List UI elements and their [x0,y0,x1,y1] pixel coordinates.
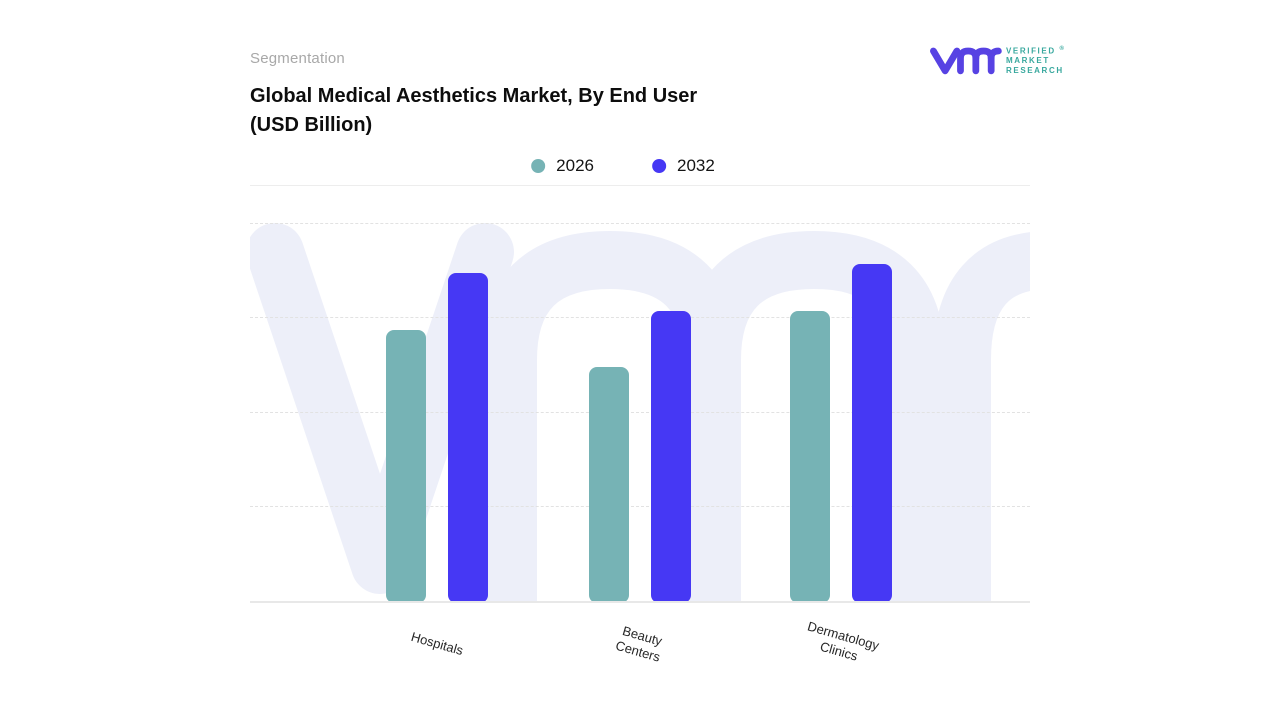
chart-title: Global Medical Aesthetics Market, By End… [250,82,810,140]
chart-title-line2: (USD Billion) [250,114,373,136]
legend-divider-line [250,185,1030,186]
registered-mark: ® [1059,45,1064,52]
bar-2026-beauty-centers [589,367,629,601]
bar-2026-dermatology-clinics [790,311,830,601]
brand-wordmark: VERIFIED ® MARKET RESEARCH [1006,44,1064,77]
legend-dot-2026 [531,159,546,173]
brand-line-research: RESEARCH [1006,66,1064,76]
gridline [250,505,1030,507]
chart-title-line1: Global Medical Aesthetics Market, By End… [250,85,698,107]
plot-area [250,220,1030,603]
x-axis-label-hospitals: Hospitals [409,628,465,659]
brand-line-market: MARKET [1006,56,1050,66]
brand-line-verified: VERIFIED ® [1006,45,1064,56]
bar-2032-hospitals [448,273,488,601]
eyebrow-label: Segmentation [250,50,345,67]
bar-2032-dermatology-clinics [852,264,892,601]
vmr-monogram-icon [930,47,1002,75]
chart-legend: 2026 2032 [531,156,715,176]
gridline [250,317,1030,319]
x-axis-labels: Hospitals Beauty Centers Dermatology Clinics [250,618,1030,682]
legend-dot-2032 [652,159,666,173]
legend-label-2032: 2032 [677,156,715,175]
legend-item-2026: 2026 [531,156,594,176]
gridline [250,411,1030,413]
gridline [250,223,1030,224]
legend-label-2026: 2026 [556,156,594,175]
bar-2026-hospitals [386,330,426,601]
x-axis-label-dermatology-clinics: Dermatology Clinics [805,618,881,664]
legend-item-2032: 2032 [652,156,715,176]
bar-2032-beauty-centers [651,311,691,601]
x-axis-label-beauty-centers: Beauty Centers [613,623,664,665]
brand-logo: VERIFIED ® MARKET RESEARCH [928,38,1068,82]
